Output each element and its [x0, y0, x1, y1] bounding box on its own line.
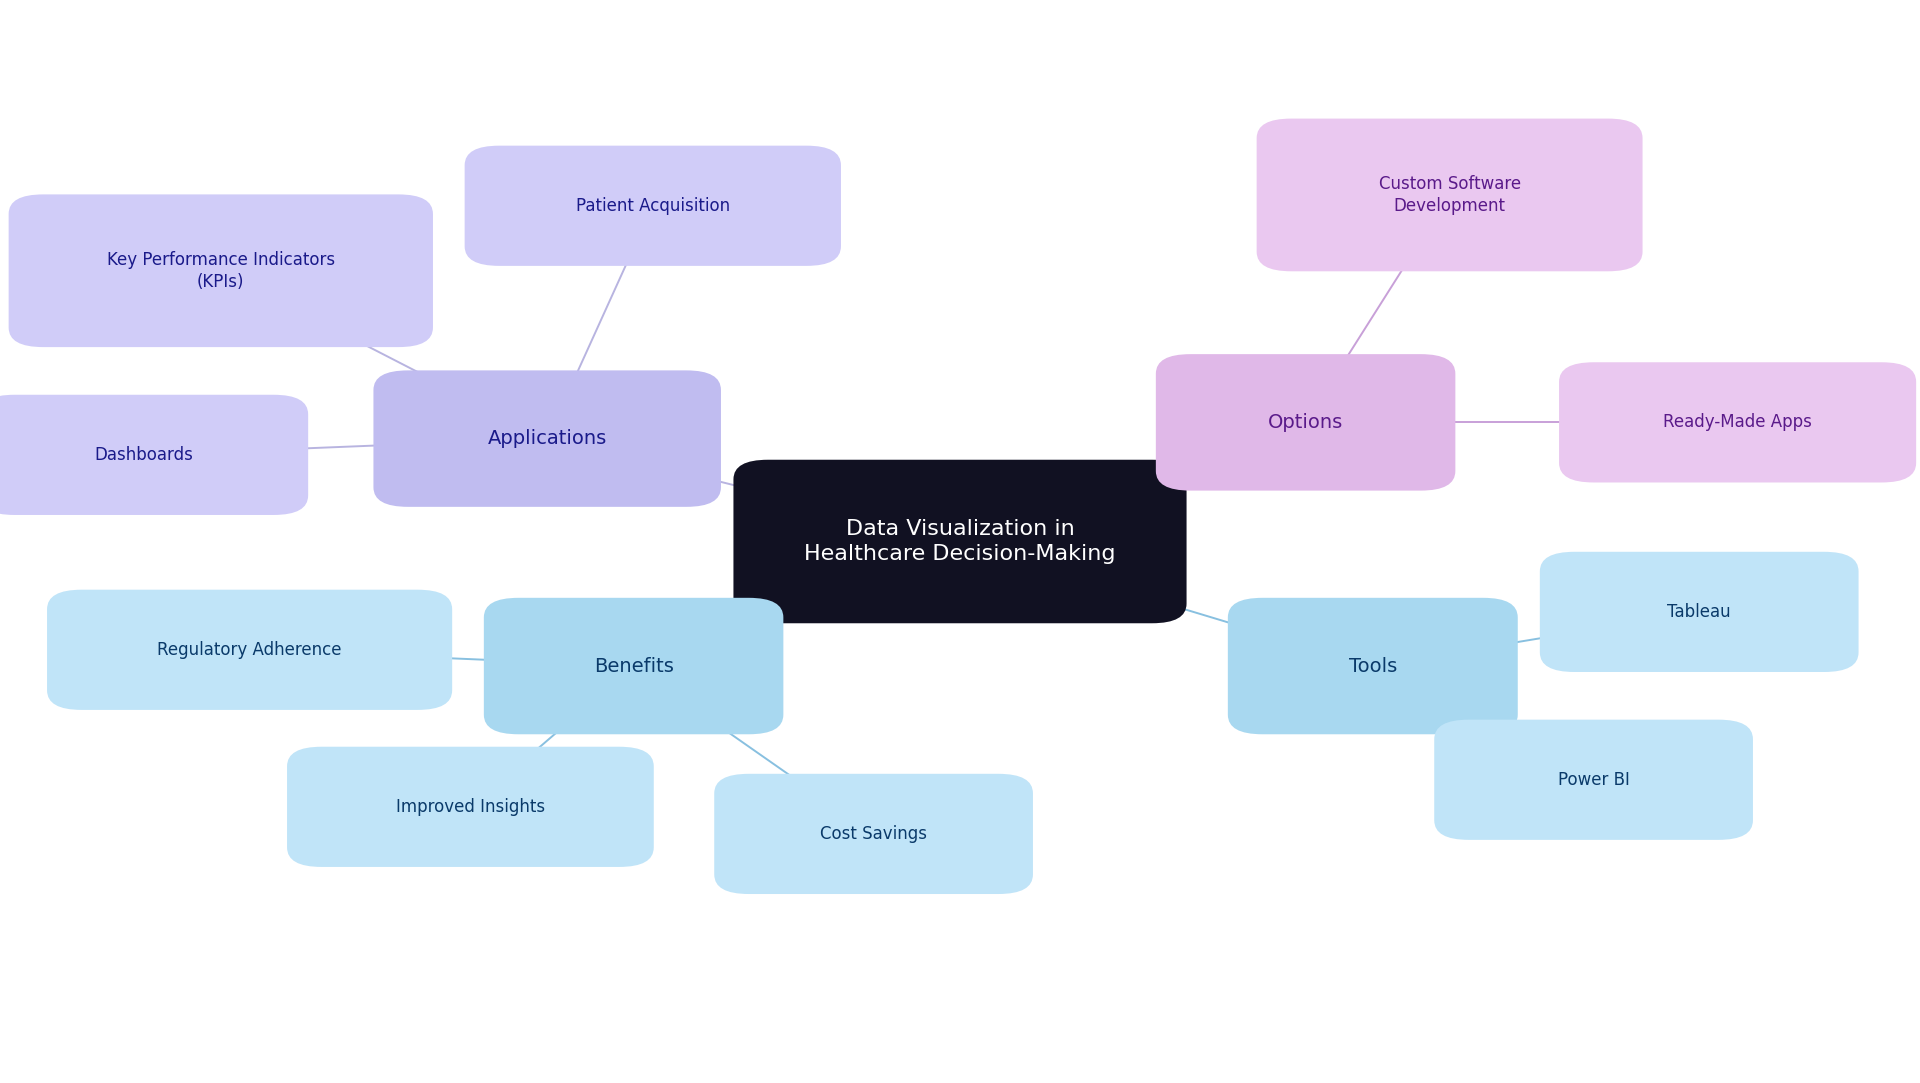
FancyBboxPatch shape — [465, 146, 841, 265]
FancyBboxPatch shape — [1229, 598, 1517, 734]
FancyBboxPatch shape — [1434, 719, 1753, 840]
FancyBboxPatch shape — [714, 773, 1033, 895]
Text: Custom Software
Development: Custom Software Development — [1379, 174, 1521, 216]
Text: Benefits: Benefits — [593, 656, 674, 676]
Text: Applications: Applications — [488, 429, 607, 448]
Text: Power BI: Power BI — [1557, 771, 1630, 788]
FancyBboxPatch shape — [10, 195, 434, 347]
FancyBboxPatch shape — [1559, 362, 1916, 483]
FancyBboxPatch shape — [733, 459, 1187, 624]
FancyBboxPatch shape — [1256, 119, 1642, 272]
Text: Dashboards: Dashboards — [94, 446, 194, 464]
Text: Tableau: Tableau — [1667, 603, 1732, 621]
Text: Options: Options — [1267, 413, 1344, 432]
Text: Key Performance Indicators
(KPIs): Key Performance Indicators (KPIs) — [108, 250, 334, 291]
Text: Regulatory Adherence: Regulatory Adherence — [157, 641, 342, 658]
Text: Tools: Tools — [1348, 656, 1398, 676]
Text: Ready-Made Apps: Ready-Made Apps — [1663, 414, 1812, 431]
Text: Improved Insights: Improved Insights — [396, 798, 545, 815]
FancyBboxPatch shape — [372, 370, 720, 507]
Text: Patient Acquisition: Patient Acquisition — [576, 197, 730, 214]
Text: Cost Savings: Cost Savings — [820, 825, 927, 843]
FancyBboxPatch shape — [0, 395, 307, 516]
FancyBboxPatch shape — [1540, 552, 1859, 671]
FancyBboxPatch shape — [286, 747, 653, 866]
FancyBboxPatch shape — [1156, 354, 1455, 491]
Text: Data Visualization in
Healthcare Decision-Making: Data Visualization in Healthcare Decisio… — [804, 519, 1116, 564]
FancyBboxPatch shape — [48, 589, 453, 710]
FancyBboxPatch shape — [484, 598, 783, 734]
